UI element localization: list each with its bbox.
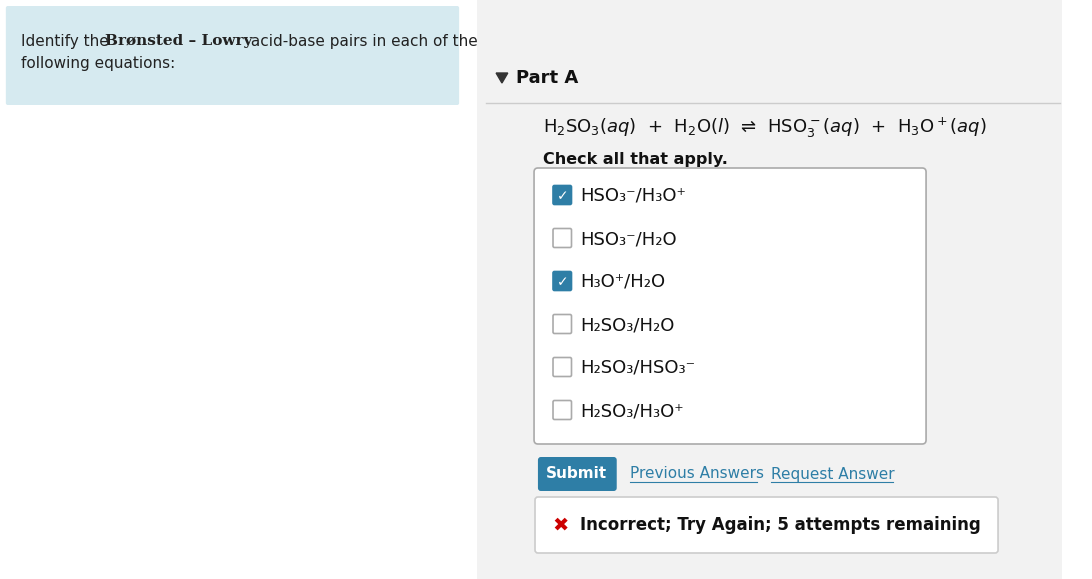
Text: Request Answer: Request Answer [771,467,895,482]
FancyBboxPatch shape [5,6,459,105]
FancyBboxPatch shape [553,229,571,247]
FancyBboxPatch shape [476,0,1063,579]
Text: ✓: ✓ [557,276,568,290]
Text: HSO₃⁻/H₃O⁺: HSO₃⁻/H₃O⁺ [581,187,687,205]
Text: Check all that apply.: Check all that apply. [543,152,727,167]
Text: H₂SO₃/H₃O⁺: H₂SO₃/H₃O⁺ [581,402,685,420]
Text: following equations:: following equations: [22,56,176,71]
Polygon shape [496,73,508,83]
Text: Submit: Submit [546,467,607,482]
Text: H₂SO₃/HSO₃⁻: H₂SO₃/HSO₃⁻ [581,359,696,377]
FancyBboxPatch shape [553,272,571,291]
Text: Identify the: Identify the [22,34,114,49]
Text: ✖: ✖ [553,515,569,534]
Text: ✓: ✓ [557,189,568,203]
FancyBboxPatch shape [538,457,617,491]
Text: acid-base pairs in each of the: acid-base pairs in each of the [246,34,478,49]
Text: Incorrect; Try Again; 5 attempts remaining: Incorrect; Try Again; 5 attempts remaini… [580,516,981,534]
FancyBboxPatch shape [553,401,571,420]
Text: $\mathrm{H_2SO_3}$$(aq)$  +  $\mathrm{H_2O}$$(l)$  ⇌  $\mathrm{HSO_3^-}$$(aq)$  : $\mathrm{H_2SO_3}$$(aq)$ + $\mathrm{H_2O… [543,116,986,140]
Text: Brønsted – Lowry: Brønsted – Lowry [105,34,252,48]
Text: H₃O⁺/H₂O: H₃O⁺/H₂O [581,273,666,291]
Text: Previous Answers: Previous Answers [630,467,764,482]
FancyBboxPatch shape [553,314,571,334]
FancyBboxPatch shape [534,168,926,444]
Text: HSO₃⁻/H₂O: HSO₃⁻/H₂O [581,230,677,248]
FancyBboxPatch shape [535,497,998,553]
Text: H₂SO₃/H₂O: H₂SO₃/H₂O [581,316,675,334]
FancyBboxPatch shape [553,185,571,204]
Text: Part A: Part A [515,69,578,87]
FancyBboxPatch shape [553,357,571,376]
